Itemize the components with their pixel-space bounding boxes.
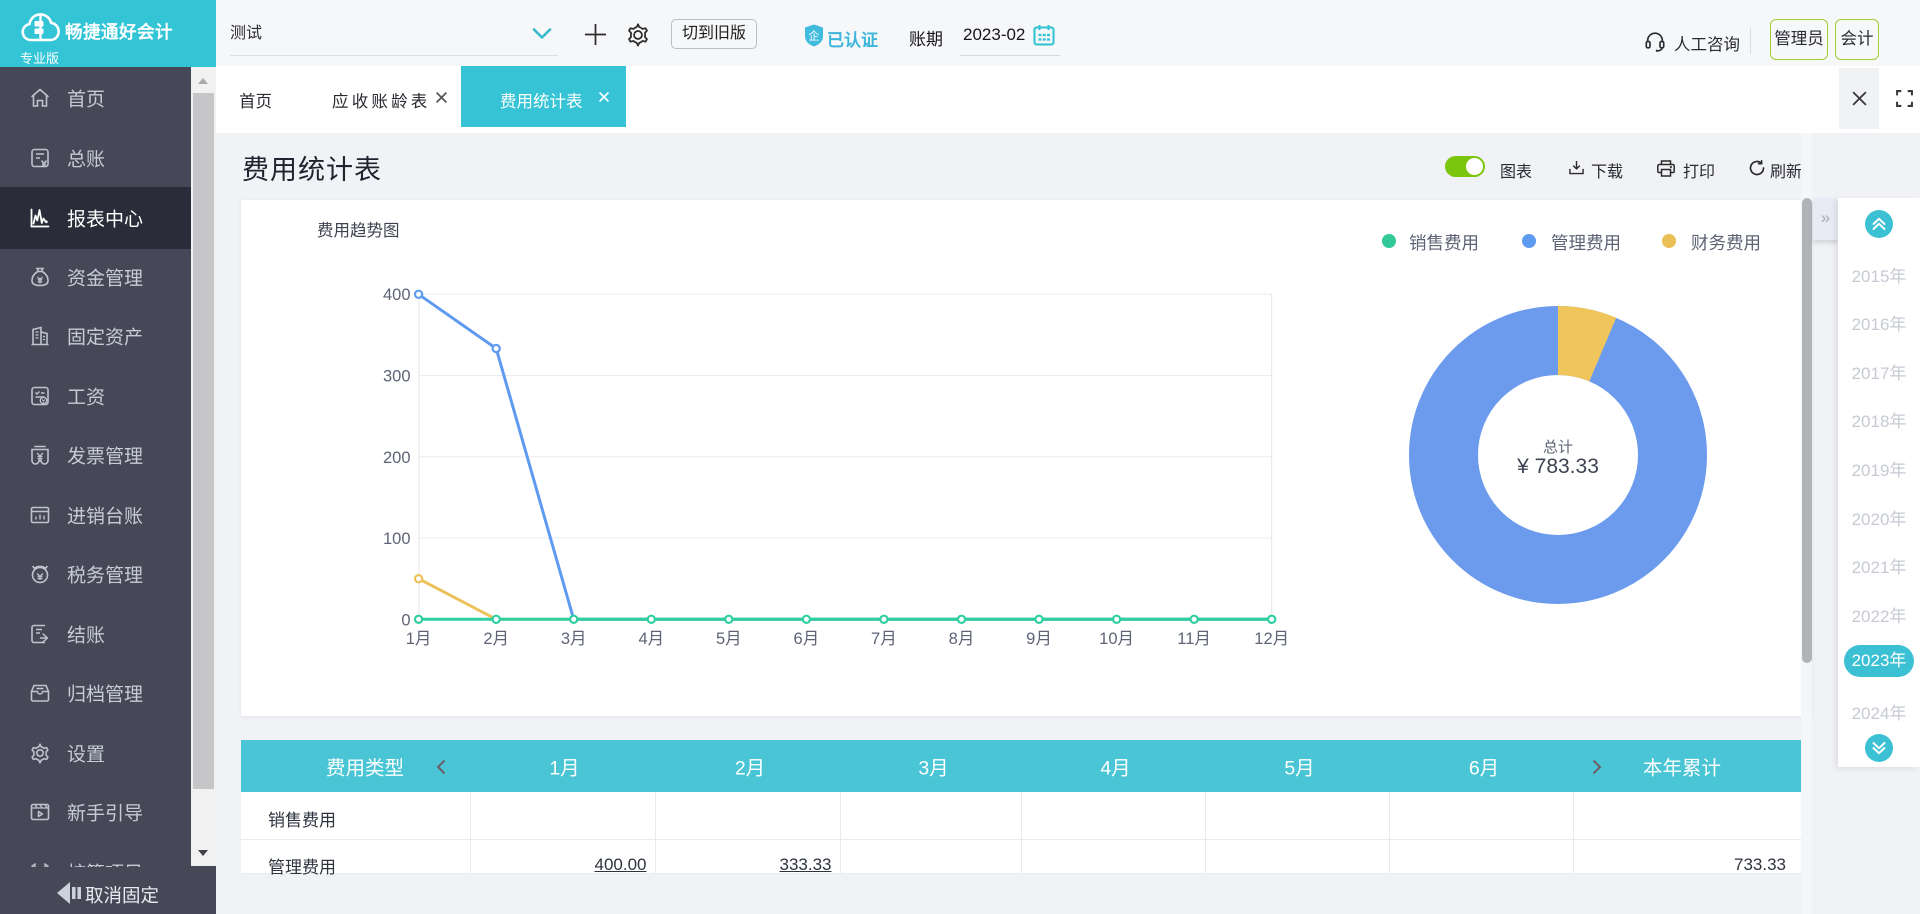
svg-text:11月: 11月 [1177,630,1211,648]
svg-text:7月: 7月 [871,630,897,648]
svg-text:12月: 12月 [1254,630,1289,648]
svg-text:5月: 5月 [716,630,742,648]
svg-text:10月: 10月 [1099,630,1134,648]
svg-text:400: 400 [383,286,411,304]
svg-text:总计: 总计 [1543,439,1573,456]
svg-text:3月: 3月 [561,630,587,648]
svg-text:0: 0 [401,611,410,629]
svg-text:¥ 783.33: ¥ 783.33 [1516,455,1599,478]
svg-text:4月: 4月 [638,630,664,648]
svg-text:1月: 1月 [406,630,432,648]
svg-text:企: 企 [809,29,820,43]
svg-text:9月: 9月 [1026,630,1052,648]
svg-text:100: 100 [383,530,411,548]
svg-text:2月: 2月 [483,630,509,648]
svg-text:6月: 6月 [794,630,820,648]
svg-text:8月: 8月 [949,630,975,648]
svg-text:200: 200 [383,449,411,467]
svg-text:300: 300 [383,368,411,386]
